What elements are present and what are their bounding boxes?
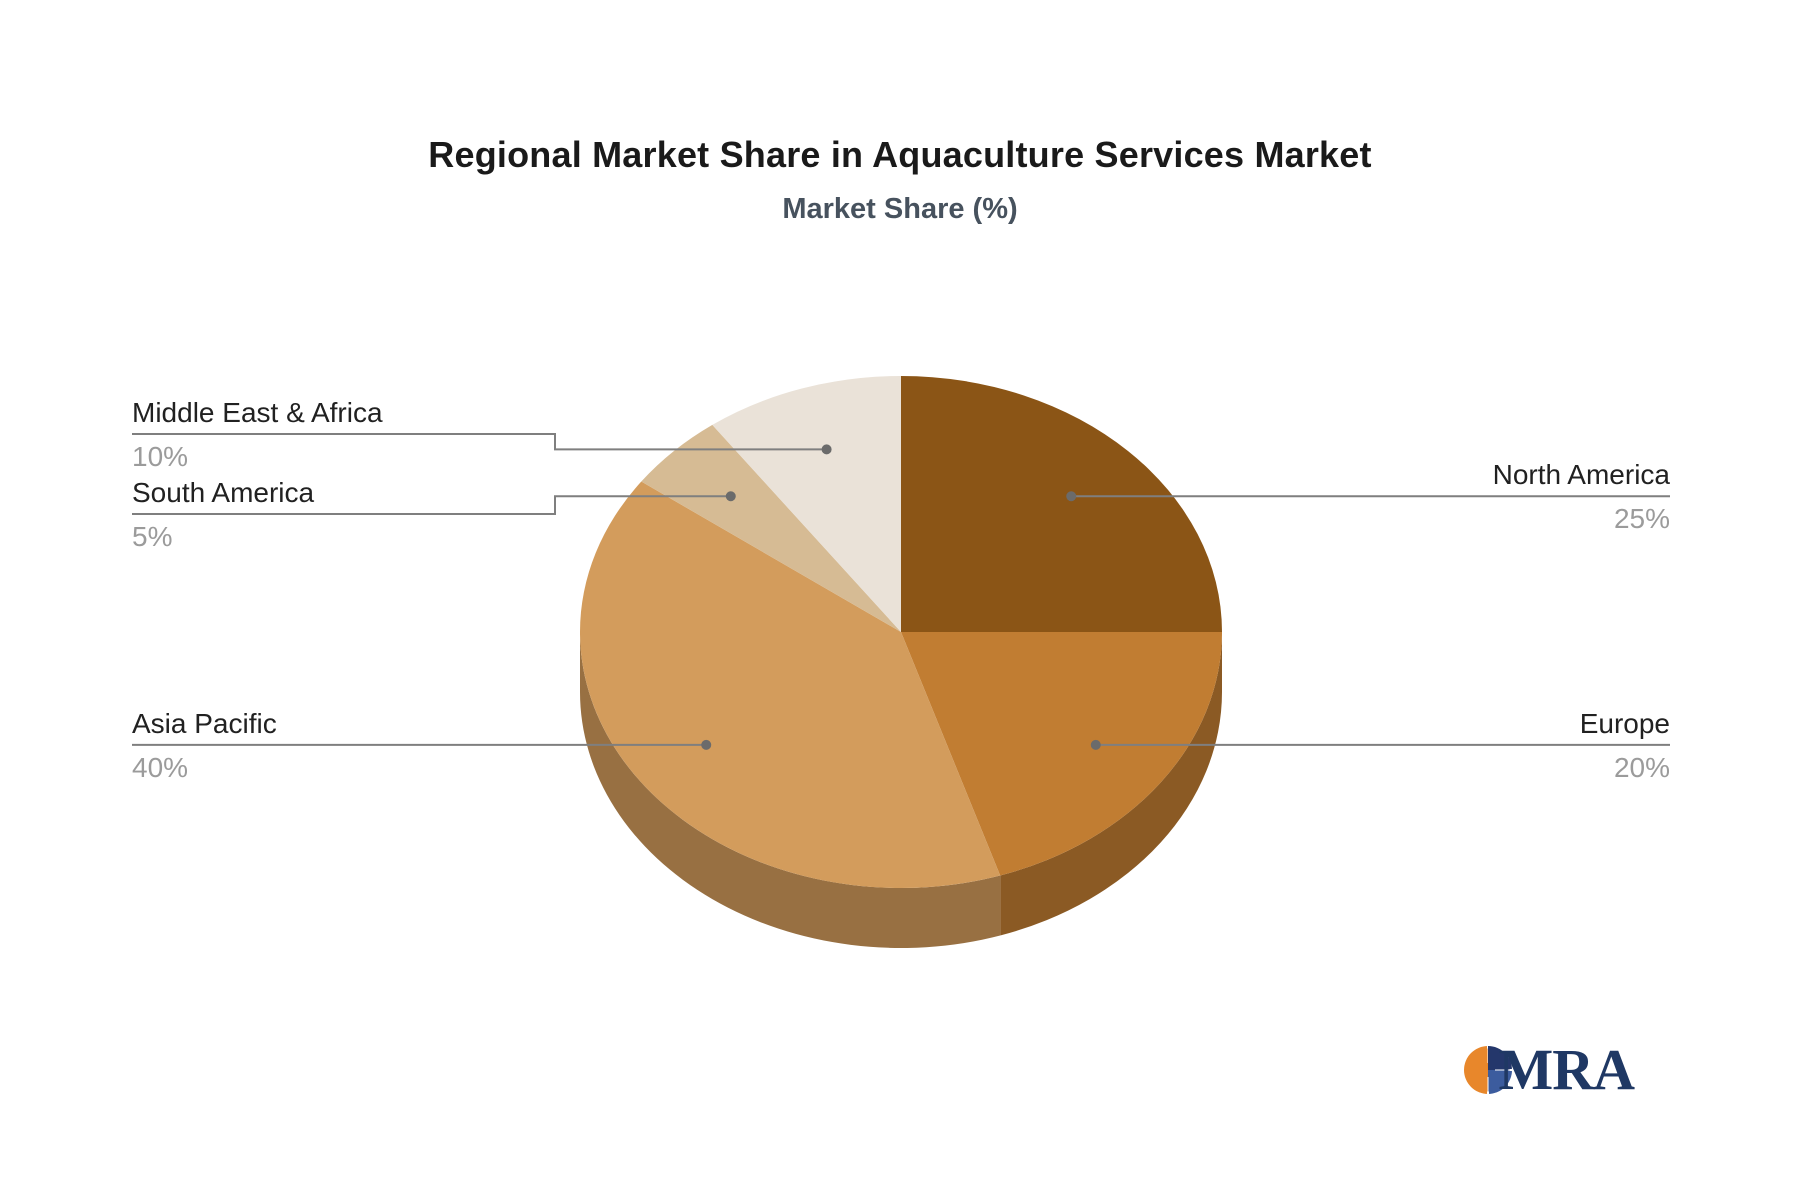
leader-dot-south-america	[725, 491, 736, 502]
pie-slice-asia-pacific[interactable]	[580, 481, 1001, 888]
pie-slice-north-america[interactable]	[901, 376, 1222, 632]
slice-pct-middle-east-africa: 10%	[132, 441, 189, 472]
slice-label-middle-east-africa: Middle East & Africa	[132, 396, 383, 428]
pie-rim-europe	[1000, 632, 1222, 936]
slice-label-north-america: North America	[1492, 459, 1670, 491]
leader-dot-asia-pacific	[701, 739, 712, 750]
slice-pct-europe: 20%	[1613, 751, 1670, 783]
pie-slice-europe[interactable]	[901, 632, 1222, 876]
leader-dot-middle-east-africa	[821, 444, 832, 455]
chart-subtitle: Market Share (%)	[782, 193, 1018, 225]
slice-pct-north-america: 25%	[1613, 503, 1670, 535]
brand-pie-icon	[1464, 1046, 1513, 1094]
pie-slice-south-america[interactable]	[641, 424, 901, 632]
slice-pct-south-america: 5%	[132, 521, 173, 552]
slice-pct-asia-pacific: 40%	[132, 751, 189, 783]
leader-dot-north-america	[1066, 491, 1077, 502]
slice-label-south-america: South America	[132, 476, 315, 508]
leader-dot-europe	[1090, 739, 1101, 750]
brand-logo-text: MRA	[1498, 1037, 1635, 1102]
pie-slice-middle-east-africa[interactable]	[712, 376, 901, 632]
slice-label-europe: Europe	[1579, 707, 1670, 739]
brand-logo: MRA	[1464, 1037, 1635, 1102]
chart-title: Regional Market Share in Aquaculture Ser…	[428, 134, 1372, 175]
leader-line-middle-east-africa	[132, 433, 827, 451]
slice-label-asia-pacific: Asia Pacific	[132, 707, 277, 739]
pie-rim-asia-pacific	[579, 632, 1001, 949]
leader-line-south-america	[132, 495, 731, 515]
